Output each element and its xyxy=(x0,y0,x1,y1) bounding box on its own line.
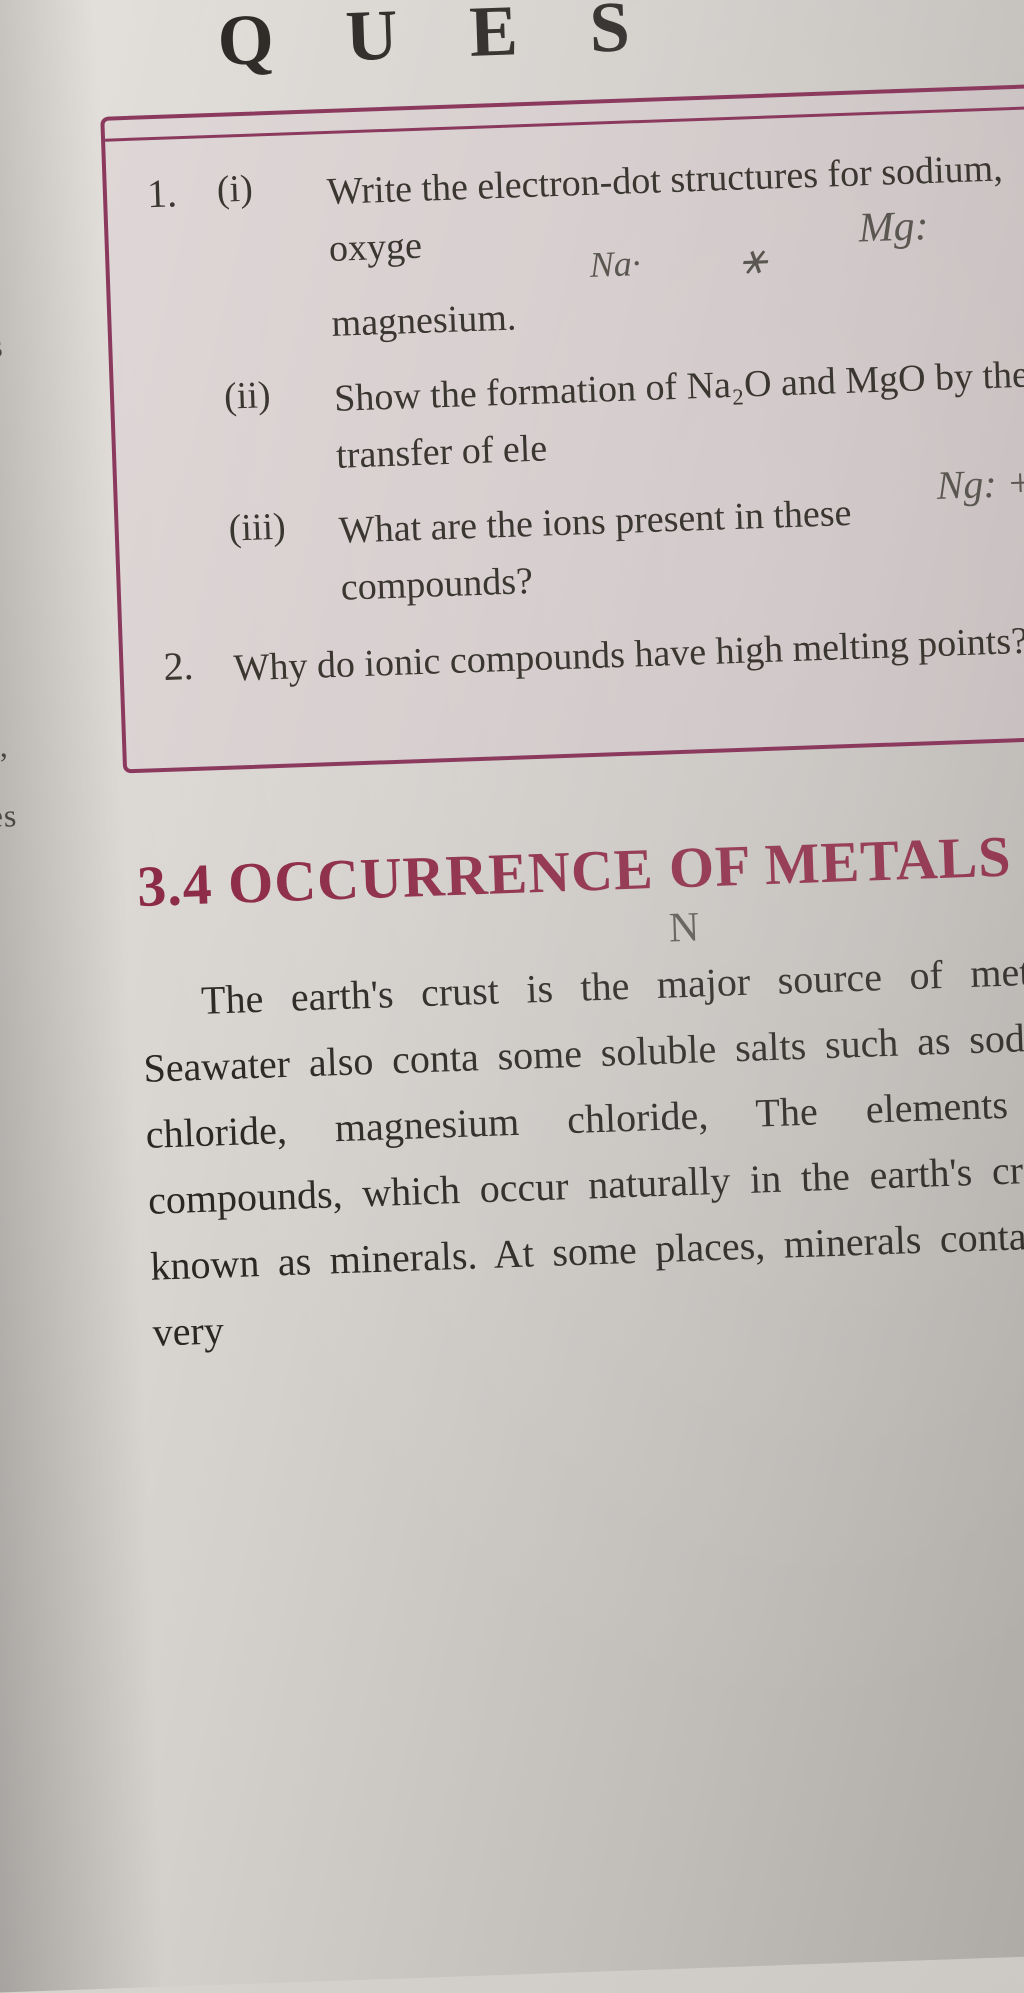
question-box: 1. (i) Write the electron-dot structures… xyxy=(100,83,1024,774)
section-body: The earth's crust is the major source of… xyxy=(140,937,1024,1366)
handwritten-na: Na· xyxy=(589,242,641,286)
question-text: magnesium. xyxy=(331,271,1024,353)
section-header-letters: Q U E S xyxy=(216,0,1024,83)
question-1-part-ii: (ii) Show the formation of Na₂O and MgO … xyxy=(153,346,1024,491)
question-number-spacer xyxy=(158,507,228,509)
margin-fragment: se xyxy=(0,1328,2,1366)
question-roman: (iii) xyxy=(228,503,339,551)
margin-fragment: odes xyxy=(0,797,18,836)
handwritten-mg: Mg: xyxy=(858,202,930,252)
margin-fragment: ene, xyxy=(0,727,9,766)
handwritten-ng: Ng: +2 xyxy=(936,458,1024,509)
header-letter: S xyxy=(588,0,633,70)
question-number: 2. xyxy=(163,641,235,690)
margin-fragment: lour xyxy=(0,528,1,567)
textbook-page: rium y, and iples lour ene, odes the se … xyxy=(0,0,1024,1993)
question-roman: (i) xyxy=(216,164,327,212)
question-number-spacer xyxy=(153,375,223,377)
question-text: What are the ions present in these compo… xyxy=(338,478,1024,617)
header-letter: E xyxy=(468,0,521,74)
body-paragraph: The earth's crust is the major source of… xyxy=(140,937,1024,1366)
question-2: 2. Why do ionic compounds have high melt… xyxy=(163,612,1024,700)
question-roman: (ii) xyxy=(223,371,334,419)
handwritten-n: N xyxy=(668,903,700,952)
question-1-part-iii: (iii) What are the ions present in these… xyxy=(158,478,1024,623)
question-text: Show the formation of Na₂O and MgO by th… xyxy=(333,346,1024,485)
handwritten-symbol: ⚹ xyxy=(739,233,767,285)
question-text: Why do ionic compounds have high melting… xyxy=(233,612,1024,697)
question-1-part-i-cont: magnesium. xyxy=(151,271,1024,359)
header-letter: U xyxy=(344,0,401,78)
question-box-content: 1. (i) Write the electron-dot structures… xyxy=(105,105,1024,769)
section-heading: 3.4 OCCURRENCE OF METALS xyxy=(136,819,1024,920)
header-letter: Q xyxy=(216,0,277,83)
question-number: 1. xyxy=(146,168,218,217)
margin-fragment: iples xyxy=(0,327,4,366)
